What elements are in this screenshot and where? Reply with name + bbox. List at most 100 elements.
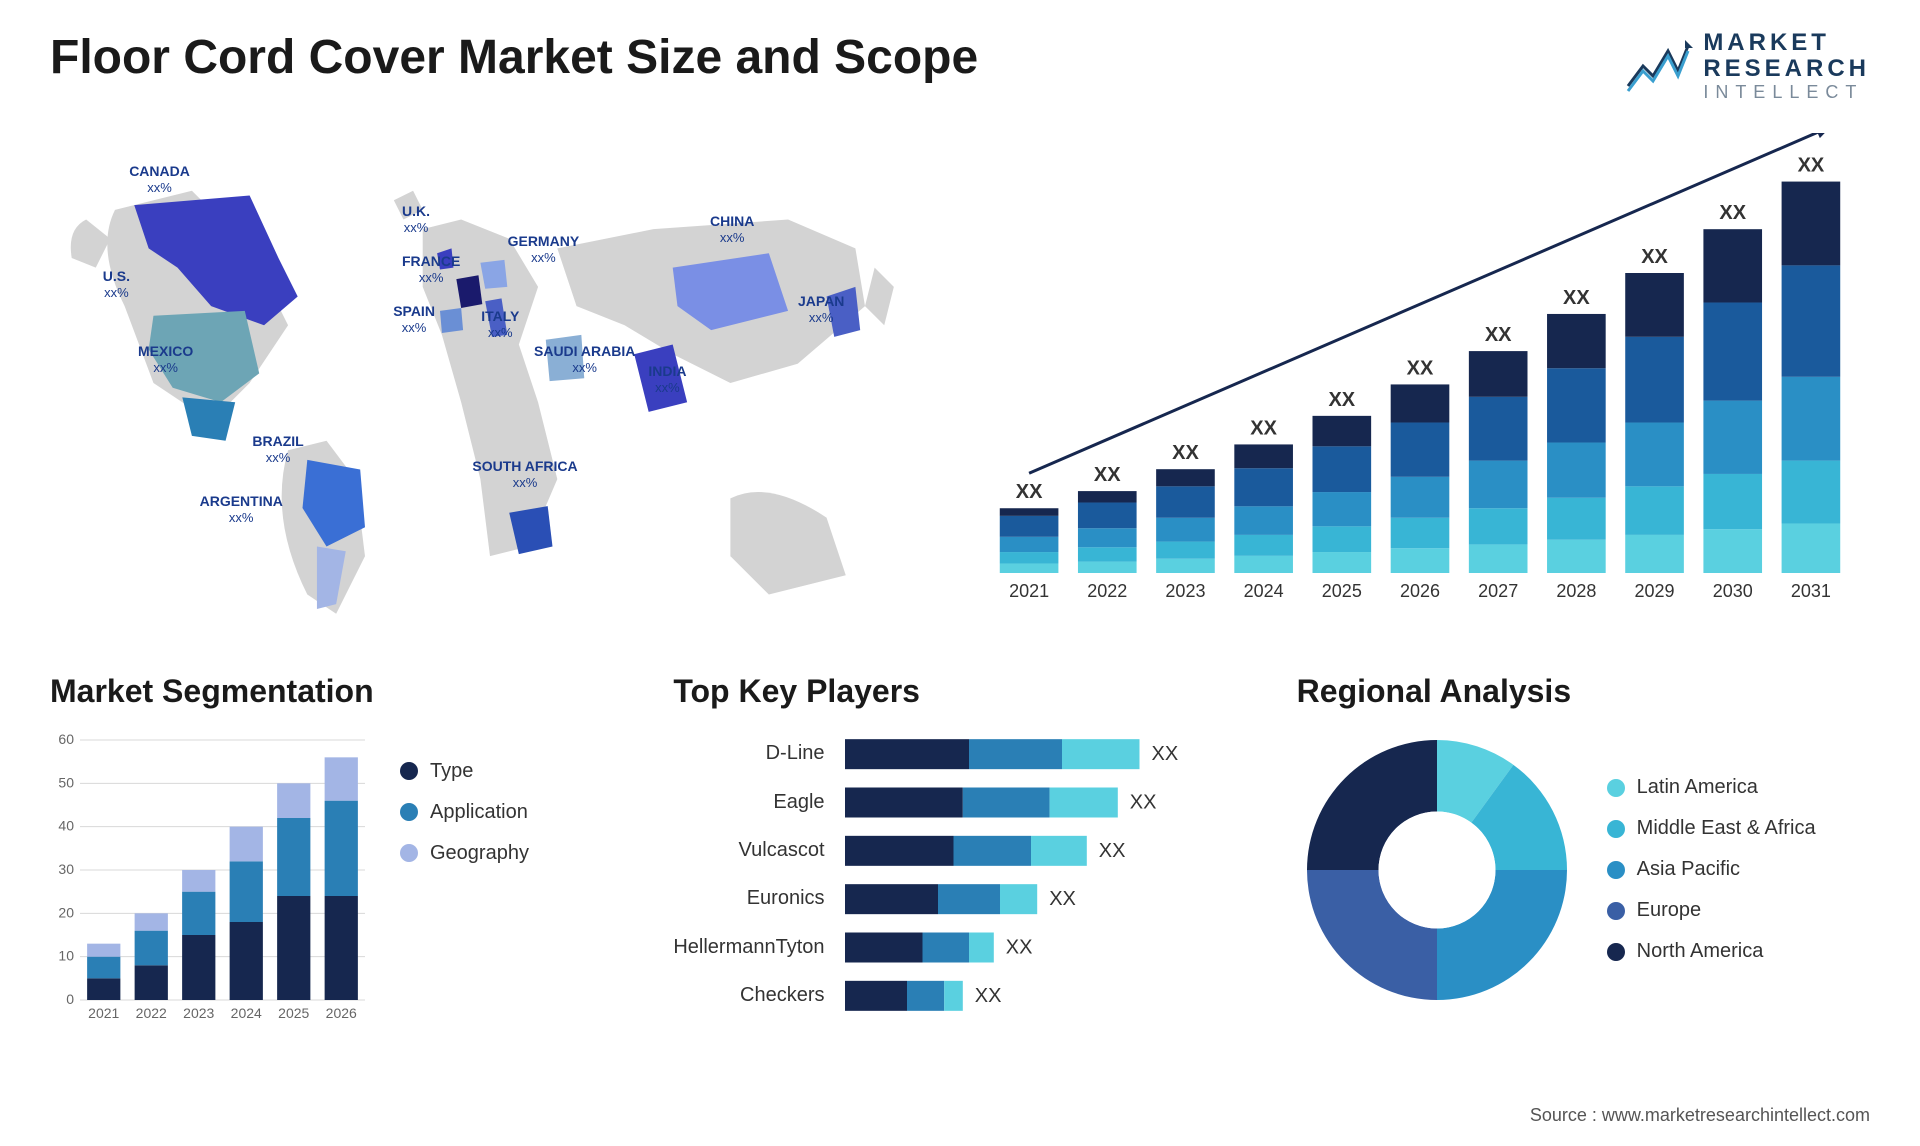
player-value-label: XX bbox=[1129, 791, 1156, 813]
growth-bar-segment bbox=[1469, 508, 1528, 544]
player-bar-segment bbox=[938, 884, 1000, 914]
seg-bar-segment bbox=[325, 800, 358, 895]
growth-bar-label: XX bbox=[1641, 246, 1668, 268]
growth-bar-label: XX bbox=[1250, 417, 1277, 439]
seg-xtick: 2026 bbox=[326, 1005, 357, 1021]
growth-bar-segment bbox=[1313, 415, 1372, 445]
map-label: CHINAxx% bbox=[710, 213, 754, 247]
growth-bar-label: XX bbox=[1563, 287, 1590, 309]
growth-bar-segment bbox=[1782, 265, 1841, 376]
legend-dot bbox=[400, 762, 418, 780]
growth-bar-segment bbox=[1469, 460, 1528, 508]
growth-year-tick: 2023 bbox=[1165, 581, 1205, 601]
growth-bar-label: XX bbox=[1328, 388, 1355, 410]
growth-bar-label: XX bbox=[1485, 324, 1512, 346]
growth-bar-segment bbox=[1547, 539, 1606, 572]
growth-bar-segment bbox=[1156, 469, 1215, 486]
seg-bar-segment bbox=[135, 965, 168, 1000]
seg-bar-segment bbox=[277, 896, 310, 1000]
growth-bar-label: XX bbox=[1094, 464, 1121, 486]
seg-bar-segment bbox=[87, 943, 120, 956]
brand-logo: MARKET RESEARCH INTELLECT bbox=[1623, 30, 1870, 103]
regional-legend-item: Latin America bbox=[1607, 776, 1816, 799]
seg-bar-segment bbox=[135, 930, 168, 965]
legend-dot bbox=[1607, 943, 1625, 961]
growth-bar-segment bbox=[1078, 528, 1137, 547]
seg-bar-segment bbox=[230, 826, 263, 861]
seg-ytick: 20 bbox=[58, 904, 74, 920]
seg-legend-label: Type bbox=[430, 760, 473, 783]
growth-bar-segment bbox=[1391, 548, 1450, 573]
player-bar-segment bbox=[907, 980, 944, 1010]
players-chart-svg: XXXXXXXXXXXX bbox=[845, 730, 1205, 1020]
growth-bar-segment bbox=[1625, 486, 1684, 535]
players-panel: Top Key Players D-LineEagleVulcascotEuro… bbox=[673, 673, 1246, 1053]
growth-year-tick: 2030 bbox=[1713, 581, 1753, 601]
growth-year-tick: 2027 bbox=[1478, 581, 1518, 601]
seg-ytick: 60 bbox=[58, 731, 74, 747]
player-bar-segment bbox=[845, 739, 969, 769]
seg-bar-segment bbox=[182, 935, 215, 1000]
growth-bar-segment bbox=[1234, 444, 1293, 468]
growth-bar-segment bbox=[1782, 460, 1841, 523]
growth-bar-segment bbox=[1078, 502, 1137, 528]
player-bar-segment bbox=[944, 980, 963, 1010]
growth-bar-segment bbox=[1703, 474, 1762, 529]
regional-legend-item: Europe bbox=[1607, 899, 1816, 922]
regional-legend-item: Asia Pacific bbox=[1607, 858, 1816, 881]
growth-bar-segment bbox=[1000, 508, 1059, 516]
regional-panel: Regional Analysis Latin AmericaMiddle Ea… bbox=[1297, 673, 1870, 1053]
growth-bar-segment bbox=[1547, 442, 1606, 497]
seg-legend-label: Application bbox=[430, 801, 528, 824]
growth-bar-segment bbox=[1547, 497, 1606, 539]
seg-ytick: 0 bbox=[66, 991, 74, 1007]
world-map-panel: CANADAxx%U.S.xx%MEXICOxx%BRAZILxx%ARGENT… bbox=[50, 133, 930, 633]
player-label: Vulcascot bbox=[739, 826, 825, 874]
growth-bar-segment bbox=[1625, 534, 1684, 572]
logo-icon bbox=[1623, 36, 1693, 96]
seg-xtick: 2023 bbox=[183, 1005, 214, 1021]
growth-bar-segment bbox=[1469, 351, 1528, 397]
growth-bar-segment bbox=[1391, 476, 1450, 517]
growth-bar-segment bbox=[1156, 486, 1215, 517]
growth-bar-segment bbox=[1703, 529, 1762, 573]
seg-bar-segment bbox=[230, 861, 263, 922]
growth-bar-label: XX bbox=[1172, 442, 1199, 464]
player-bar-segment bbox=[845, 884, 938, 914]
map-country bbox=[480, 260, 507, 289]
seg-xtick: 2025 bbox=[278, 1005, 309, 1021]
seg-ytick: 10 bbox=[58, 947, 74, 963]
seg-legend-item: Geography bbox=[400, 842, 529, 865]
growth-bar-segment bbox=[1078, 547, 1137, 561]
regional-title: Regional Analysis bbox=[1297, 673, 1870, 710]
map-label: FRANCExx% bbox=[402, 253, 460, 287]
growth-bar-segment bbox=[1156, 558, 1215, 572]
growth-bar-segment bbox=[1625, 336, 1684, 422]
map-label: ARGENTINAxx% bbox=[200, 493, 283, 527]
page-title: Floor Cord Cover Market Size and Scope bbox=[50, 30, 978, 85]
growth-bar-segment bbox=[1078, 561, 1137, 572]
player-value-label: XX bbox=[1049, 888, 1076, 910]
growth-bar-segment bbox=[1313, 446, 1372, 492]
growth-year-tick: 2026 bbox=[1400, 581, 1440, 601]
player-value-label: XX bbox=[1151, 743, 1178, 765]
growth-bar-segment bbox=[1625, 422, 1684, 486]
player-label: Euronics bbox=[747, 875, 825, 923]
player-bar-segment bbox=[969, 932, 994, 962]
growth-bar-segment bbox=[1000, 515, 1059, 536]
player-bar-segment bbox=[845, 835, 954, 865]
player-bar-segment bbox=[1062, 739, 1140, 769]
seg-bar-segment bbox=[325, 757, 358, 800]
growth-bar-segment bbox=[1234, 555, 1293, 572]
player-value-label: XX bbox=[1005, 936, 1032, 958]
growth-bar-segment bbox=[1000, 563, 1059, 573]
map-label: MEXICOxx% bbox=[138, 343, 193, 377]
map-country bbox=[182, 397, 235, 440]
player-bar-segment bbox=[1049, 787, 1117, 817]
seg-bar-segment bbox=[182, 891, 215, 934]
legend-dot bbox=[400, 803, 418, 821]
map-label: U.S.xx% bbox=[103, 268, 130, 302]
legend-dot bbox=[1607, 902, 1625, 920]
seg-xtick: 2021 bbox=[88, 1005, 119, 1021]
logo-line2: RESEARCH bbox=[1703, 56, 1870, 82]
